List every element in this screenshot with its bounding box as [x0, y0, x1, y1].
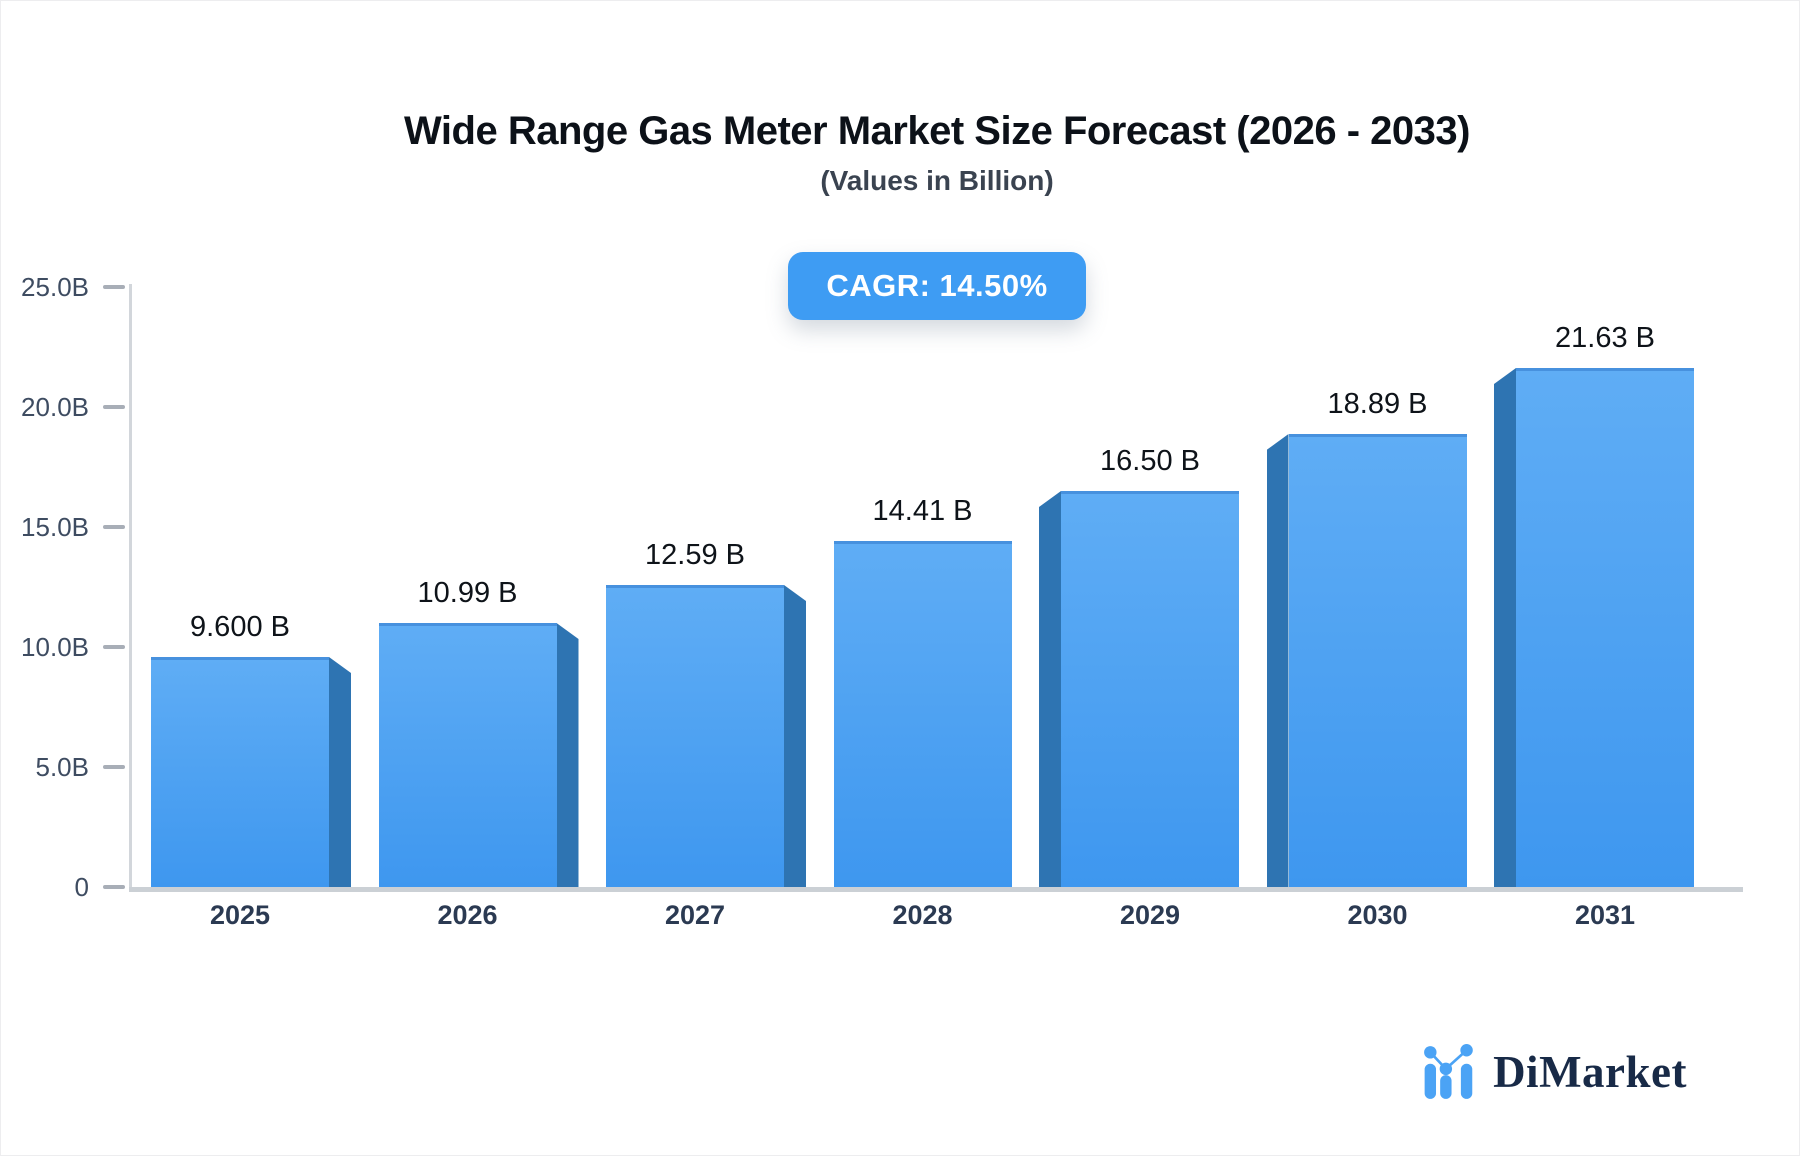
x-axis-label: 2029 [1119, 900, 1181, 930]
bar-value-label: 9.600 B [190, 611, 290, 643]
x-axis-label: 2026 [437, 900, 498, 930]
bar-3d-side [1494, 368, 1516, 887]
x-axis-label: 2028 [892, 900, 953, 930]
bar-3d-side [1266, 434, 1289, 887]
y-axis-tick-mark [103, 765, 125, 769]
bar-2031 [1516, 368, 1694, 887]
bar-3d-side [556, 623, 579, 887]
bar-2025 [151, 657, 329, 887]
x-axis-label: 2025 [209, 900, 271, 930]
chart-header: Wide Range Gas Meter Market Size Forecas… [131, 1, 1743, 320]
bar-value-label: 16.50 B [1100, 445, 1200, 477]
x-axis-label: 2030 [1347, 900, 1408, 930]
y-axis-tick-mark [103, 525, 125, 529]
y-axis-tick-mark [103, 885, 125, 889]
y-axis-line [129, 284, 132, 887]
y-axis-tick-label: 25.0B [21, 272, 89, 302]
brand-logo: DiMarket [1423, 1039, 1687, 1105]
chart-title: Wide Range Gas Meter Market Size Forecas… [404, 109, 1470, 153]
bar-2029 [1061, 491, 1239, 887]
bar-value-label: 21.63 B [1555, 322, 1655, 354]
bar-3d-side [784, 585, 806, 887]
x-axis-label: 2031 [1574, 900, 1636, 930]
y-axis-tick-mark [103, 645, 125, 649]
bar-3d-side [329, 657, 351, 887]
y-axis-tick-mark [103, 405, 125, 409]
y-axis-tick-label: 15.0B [21, 512, 89, 542]
y-axis-tick-mark [103, 285, 125, 289]
bar-value-label: 14.41 B [872, 495, 973, 527]
bar-2026 [378, 623, 557, 887]
bar-value-label: 12.59 B [645, 539, 745, 571]
x-axis-line [129, 887, 1743, 892]
y-axis-tick-label: 20.0B [21, 392, 89, 422]
bar-value-label: 18.89 B [1327, 388, 1428, 420]
cagr-badge: CAGR: 14.50% [788, 252, 1086, 320]
y-axis-tick-label: 0 [74, 872, 89, 902]
x-axis-label: 2027 [664, 900, 726, 930]
bar-value-label: 10.99 B [417, 577, 518, 609]
chart-subtitle: (Values in Billion) [820, 165, 1054, 196]
y-axis-tick-label: 5.0B [35, 752, 90, 782]
bar-3d-side [1039, 491, 1061, 887]
brand-name: DiMarket [1493, 1047, 1687, 1097]
bar-2028 [833, 541, 1012, 887]
bar-2030 [1288, 434, 1467, 887]
y-axis-tick-label: 10.0B [21, 632, 89, 662]
bar-line-chart-icon [1424, 1044, 1473, 1099]
bar-2027 [606, 585, 784, 887]
